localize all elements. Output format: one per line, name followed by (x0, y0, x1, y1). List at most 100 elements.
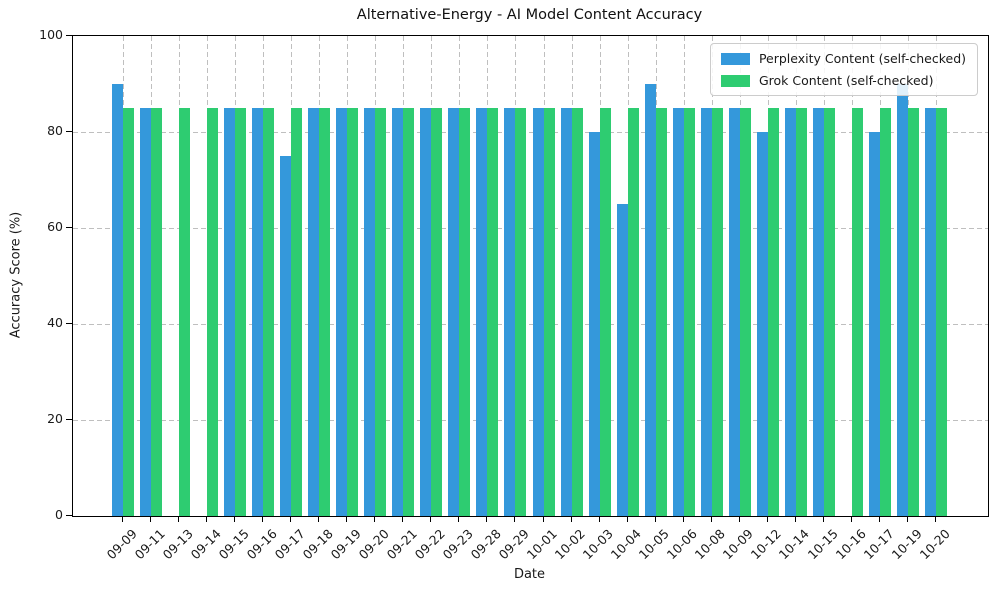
bar-perplexity (728, 108, 740, 516)
bar-grok (403, 108, 415, 516)
bar-grok (375, 108, 387, 516)
bar-perplexity (420, 108, 432, 516)
x-tick-mark (794, 516, 796, 522)
y-tick-mark (66, 515, 72, 516)
x-tick-mark (486, 516, 488, 522)
bar-perplexity (224, 108, 236, 516)
legend: Perplexity Content (self-checked) Grok Co… (709, 43, 978, 96)
bar-perplexity (700, 108, 712, 516)
bar-grok (347, 108, 359, 516)
bar-grok (179, 108, 191, 516)
horizontal-gridline (73, 228, 988, 229)
bar-grok (655, 108, 667, 516)
x-tick-mark (402, 516, 404, 522)
bar-grok (739, 108, 751, 516)
bar-perplexity (896, 84, 908, 516)
bar-perplexity (812, 108, 824, 516)
bar-perplexity (560, 108, 572, 516)
x-tick-mark (318, 516, 320, 522)
x-tick-mark (935, 516, 936, 522)
x-tick-mark (206, 516, 208, 522)
x-tick-mark (654, 516, 656, 522)
bar-perplexity (112, 84, 123, 516)
legend-label: Grok Content (self-checked) (758, 73, 934, 88)
y-tick-label: 80 (47, 123, 63, 138)
y-tick-mark (66, 323, 72, 324)
x-tick-mark (626, 516, 628, 522)
x-tick-mark (178, 516, 180, 522)
bar-grok (263, 108, 275, 516)
horizontal-gridline (73, 420, 988, 421)
x-tick-mark (430, 516, 432, 522)
y-tick-label: 40 (47, 315, 63, 330)
bar-perplexity (504, 108, 516, 516)
bar-perplexity (140, 108, 152, 516)
bar-perplexity (476, 108, 488, 516)
bar-grok (907, 108, 919, 516)
legend-label: Perplexity Content (self-checked) (758, 51, 966, 66)
bar-perplexity (336, 108, 348, 516)
bar-grok (767, 108, 779, 516)
x-tick-mark (262, 516, 264, 522)
x-tick-mark (122, 516, 123, 522)
y-tick-mark (66, 419, 72, 420)
bar-grok (207, 108, 219, 516)
legend-swatch-icon (720, 74, 750, 87)
x-tick-mark (290, 516, 292, 522)
bar-grok (459, 108, 471, 516)
bar-grok (543, 108, 555, 516)
legend-swatch-icon (720, 52, 750, 65)
bar-grok (487, 108, 499, 516)
legend-item: Perplexity Content (self-checked) (720, 51, 966, 66)
x-tick-mark (738, 516, 740, 522)
bar-grok (319, 108, 331, 516)
x-tick-mark (514, 516, 516, 522)
x-tick-label: 10-20 (916, 526, 953, 563)
bar-grok (515, 108, 527, 516)
bar-perplexity (925, 108, 936, 516)
bar-grok (571, 108, 583, 516)
bar-grok (851, 108, 863, 516)
bar-grok (683, 108, 695, 516)
horizontal-gridline (73, 324, 988, 325)
bar-perplexity (616, 204, 628, 516)
bar-perplexity (308, 108, 320, 516)
x-tick-mark (374, 516, 376, 522)
x-tick-mark (458, 516, 460, 522)
bar-perplexity (784, 108, 796, 516)
y-tick-mark (66, 131, 72, 132)
y-tick-label: 0 (55, 507, 63, 522)
bar-grok (823, 108, 835, 516)
bar-grok (627, 108, 639, 516)
x-tick-mark (822, 516, 824, 522)
legend-item: Grok Content (self-checked) (720, 73, 966, 88)
x-tick-mark (570, 516, 572, 522)
y-tick-mark (66, 35, 72, 36)
bar-grok (599, 108, 611, 516)
bar-perplexity (756, 132, 768, 516)
bar-perplexity (868, 132, 880, 516)
bar-grok (151, 108, 163, 516)
x-tick-mark (346, 516, 348, 522)
bar-perplexity (280, 156, 292, 516)
x-tick-mark (542, 516, 544, 522)
bar-grok (711, 108, 723, 516)
x-tick-mark (850, 516, 852, 522)
y-tick-mark (66, 227, 72, 228)
y-tick-label: 100 (39, 27, 63, 42)
bar-grok (879, 108, 891, 516)
x-tick-mark (878, 516, 880, 522)
bar-grok (235, 108, 247, 516)
bar-perplexity (672, 108, 684, 516)
chart-title: Alternative-Energy - AI Model Content Ac… (356, 7, 703, 23)
x-axis-label: Date (513, 567, 546, 582)
bar-grok (291, 108, 303, 516)
horizontal-gridline (73, 132, 988, 133)
x-tick-mark (710, 516, 712, 522)
bar-perplexity (448, 108, 460, 516)
x-tick-mark (766, 516, 768, 522)
bar-perplexity (644, 84, 656, 516)
bar-perplexity (364, 108, 376, 516)
x-tick-mark (682, 516, 684, 522)
